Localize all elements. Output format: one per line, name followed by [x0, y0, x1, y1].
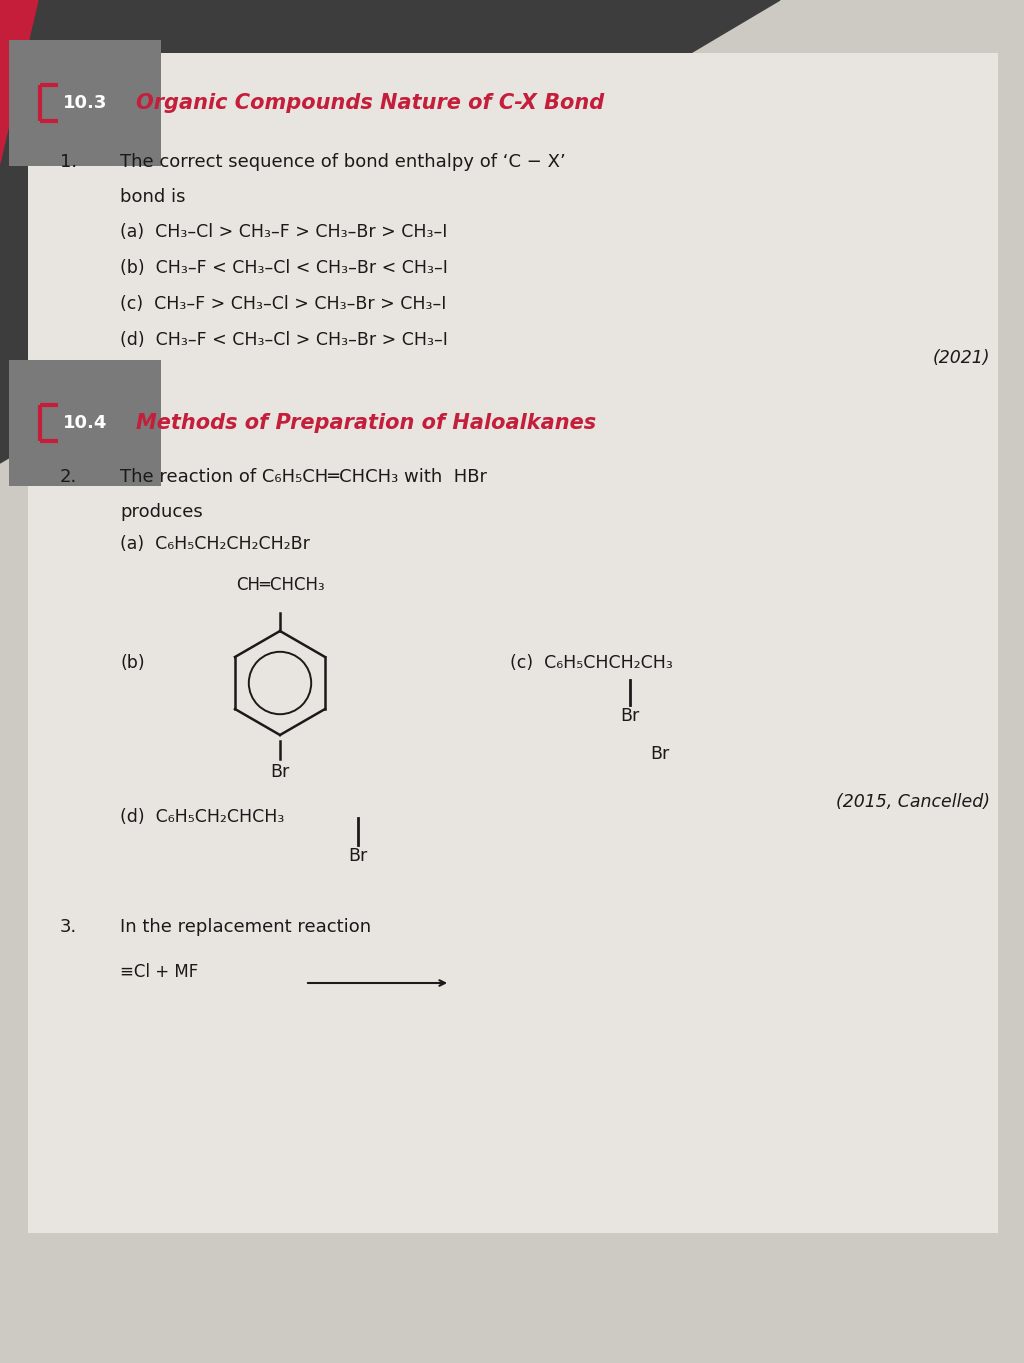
Text: (b): (b): [120, 654, 144, 672]
FancyBboxPatch shape: [45, 406, 125, 440]
Text: In the replacement reaction: In the replacement reaction: [120, 919, 371, 936]
FancyBboxPatch shape: [45, 86, 125, 120]
Text: (2015, Cancelled): (2015, Cancelled): [836, 793, 990, 811]
Text: Methods of Preparation of Haloalkanes: Methods of Preparation of Haloalkanes: [136, 413, 596, 433]
Polygon shape: [0, 0, 780, 463]
Polygon shape: [0, 0, 38, 164]
Text: bond is: bond is: [120, 188, 185, 206]
Text: 3.: 3.: [60, 919, 77, 936]
Text: (c)  C₆H₅CHCH₂CH₃: (c) C₆H₅CHCH₂CH₃: [510, 654, 673, 672]
Text: The reaction of C₆H₅CH═CHCH₃ with  HBr: The reaction of C₆H₅CH═CHCH₃ with HBr: [120, 468, 487, 487]
Text: Organic Compounds Nature of C-X Bond: Organic Compounds Nature of C-X Bond: [136, 93, 604, 113]
Text: 10.4: 10.4: [62, 414, 108, 432]
Text: produces: produces: [120, 503, 203, 521]
Text: (c)  CH₃–F > CH₃–Cl > CH₃–Br > CH₃–I: (c) CH₃–F > CH₃–Cl > CH₃–Br > CH₃–I: [120, 294, 446, 313]
Text: Br: Br: [650, 746, 670, 763]
Text: ≡Cl + MF: ≡Cl + MF: [120, 964, 199, 981]
Text: (a)  C₆H₅CH₂CH₂CH₂Br: (a) C₆H₅CH₂CH₂CH₂Br: [120, 536, 310, 553]
Text: Br: Br: [348, 846, 368, 866]
Text: (d)  C₆H₅CH₂CHCH₃: (d) C₆H₅CH₂CHCH₃: [120, 808, 285, 826]
Text: 10.3: 10.3: [62, 94, 108, 112]
Text: Br: Br: [621, 707, 640, 725]
Text: (2021): (2021): [933, 349, 990, 367]
Text: The correct sequence of bond enthalpy of ‘C − X’: The correct sequence of bond enthalpy of…: [120, 153, 565, 170]
Text: (d)  CH₃–F < CH₃–Cl > CH₃–Br > CH₃–I: (d) CH₃–F < CH₃–Cl > CH₃–Br > CH₃–I: [120, 331, 447, 349]
Text: 2.: 2.: [60, 468, 77, 487]
Text: Br: Br: [270, 763, 290, 781]
Text: 1.: 1.: [60, 153, 77, 170]
Text: (a)  CH₃–Cl > CH₃–F > CH₃–Br > CH₃–I: (a) CH₃–Cl > CH₃–F > CH₃–Br > CH₃–I: [120, 224, 447, 241]
Text: (b)  CH₃–F < CH₃–Cl < CH₃–Br < CH₃–I: (b) CH₃–F < CH₃–Cl < CH₃–Br < CH₃–I: [120, 259, 447, 277]
Text: CH═CHCH₃: CH═CHCH₃: [236, 577, 325, 594]
FancyBboxPatch shape: [28, 53, 998, 1234]
